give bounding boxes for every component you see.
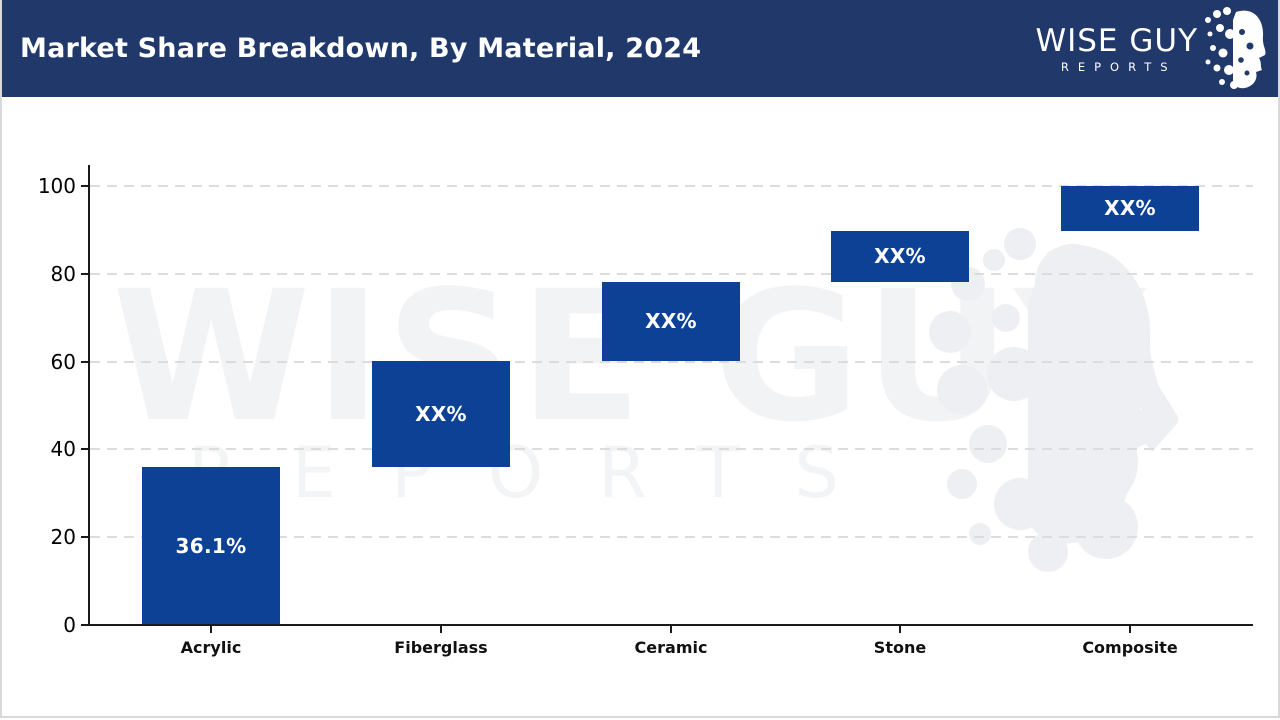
logo-sub: REPORTS: [1060, 60, 1177, 74]
y-tick-100: [81, 185, 88, 187]
gridline-20: [90, 536, 1253, 539]
bar-ceramic: XX%: [602, 282, 740, 361]
header-bar: Market Share Breakdown, By Material, 202…: [0, 0, 1280, 97]
bar-value-label-stone: XX%: [874, 244, 926, 269]
y-tick-0: [81, 624, 88, 626]
logo-text: WISE GUY REPORTS: [1035, 23, 1198, 74]
bar-value-label-fiberglass: XX%: [415, 401, 467, 426]
y-tick-label-40: 40: [50, 437, 76, 462]
y-tick-label-20: 20: [50, 525, 76, 550]
page-title: Market Share Breakdown, By Material, 202…: [20, 33, 702, 64]
category-label-acrylic: Acrylic: [180, 638, 242, 657]
bar-stone: XX%: [831, 230, 969, 283]
bar-value-label-ceramic: XX%: [645, 309, 697, 334]
logo-head-profile-icon: [1205, 6, 1266, 89]
wise-guy-logo: WISE GUY REPORTS: [1035, 6, 1266, 92]
y-axis-line: [88, 165, 90, 626]
y-tick-40: [81, 448, 88, 451]
gridline-80: [90, 272, 1253, 275]
x-tick-ceramic: [670, 626, 672, 633]
x-tick-fiberglass: [440, 626, 442, 633]
y-tick-label-0: 0: [63, 613, 76, 637]
gridline-40: [90, 448, 1253, 451]
y-tick-label-80: 80: [50, 261, 76, 286]
gridline-100: [90, 185, 1253, 187]
y-tick-60: [81, 360, 88, 363]
y-tick-20: [81, 536, 88, 539]
y-tick-80: [81, 272, 88, 275]
bar-composite: XX%: [1061, 186, 1199, 231]
bar-fiberglass: XX%: [372, 360, 510, 467]
bar-acrylic: 36.1%: [142, 466, 280, 625]
x-tick-stone: [899, 626, 901, 633]
logo-brand: WISE GUY: [1035, 23, 1198, 59]
category-label-composite: Composite: [1082, 638, 1178, 657]
gridline-60: [90, 360, 1253, 363]
x-axis-line: [88, 624, 1253, 626]
x-tick-acrylic: [210, 626, 212, 633]
x-tick-composite: [1129, 626, 1131, 633]
bar-value-label-acrylic: 36.1%: [175, 533, 247, 558]
bar-value-label-composite: XX%: [1104, 196, 1156, 221]
y-tick-label-60: 60: [50, 349, 76, 374]
category-label-stone: Stone: [873, 638, 927, 657]
category-label-fiberglass: Fiberglass: [394, 638, 488, 657]
y-tick-label-100: 100: [37, 174, 76, 198]
category-label-ceramic: Ceramic: [634, 638, 708, 657]
